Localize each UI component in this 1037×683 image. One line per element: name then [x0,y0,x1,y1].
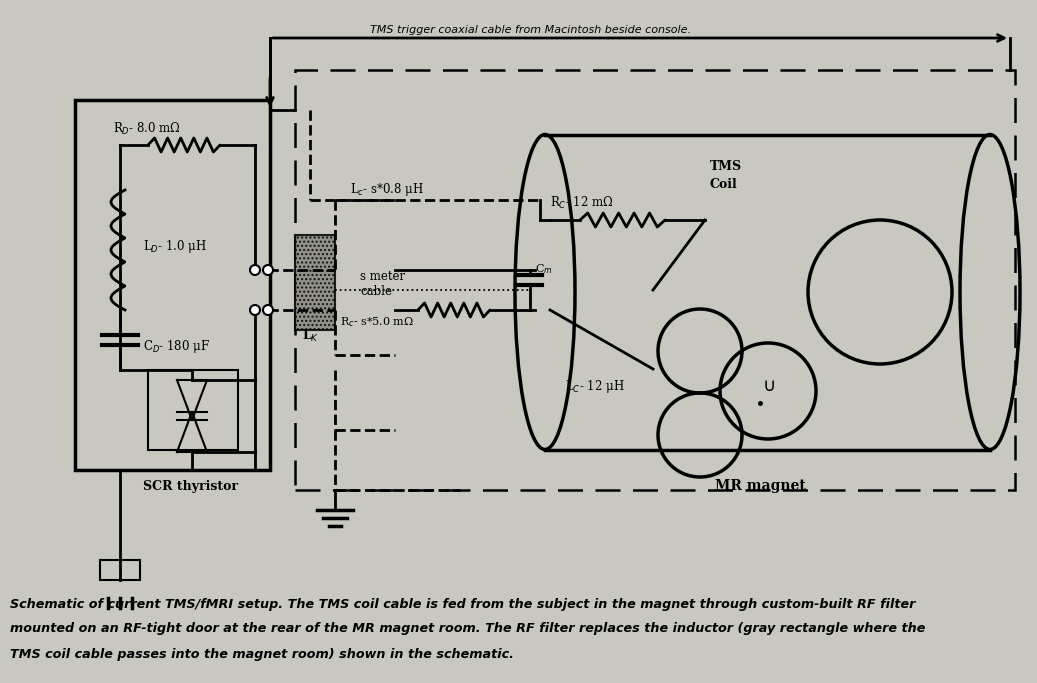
Text: TMS: TMS [710,160,742,173]
Text: R$_c$- s*5.0 mΩ: R$_c$- s*5.0 mΩ [340,315,414,329]
Text: Coil: Coil [710,178,737,191]
Bar [295,235,335,330]
Text: C$_m$: C$_m$ [535,262,553,276]
Circle shape [250,305,260,315]
Text: C$_D$- 180 μF: C$_D$- 180 μF [143,338,211,355]
Text: R$_D$- 8.0 mΩ: R$_D$- 8.0 mΩ [113,121,180,137]
Text: R$_C$- 12 mΩ: R$_C$- 12 mΩ [550,195,614,211]
Text: s meter
cable: s meter cable [360,270,405,298]
Circle shape [263,265,273,275]
Text: TMS coil cable passes into the magnet room) shown in the schematic.: TMS coil cable passes into the magnet ro… [10,648,514,661]
Text: Schematic of current TMS/fMRI setup. The TMS coil cable is fed from the subject : Schematic of current TMS/fMRI setup. The… [10,598,916,611]
Text: mounted on an RF-tight door at the rear of the MR magnet room. The RF filter rep: mounted on an RF-tight door at the rear … [10,622,925,635]
Text: L$_c$- s*0.8 μH: L$_c$- s*0.8 μH [351,181,424,198]
Text: SCR thyristor: SCR thyristor [143,480,239,493]
Bar [295,70,1015,490]
Text: MR magnet: MR magnet [714,479,806,493]
Text: L$_C$- 12 μH: L$_C$- 12 μH [565,378,624,395]
Bar [100,560,140,580]
Text: TMS trigger coaxial cable from Macintosh beside console.: TMS trigger coaxial cable from Macintosh… [369,25,691,35]
Text: L$_D$- 1.0 μH: L$_D$- 1.0 μH [143,238,207,255]
Text: $\cup$: $\cup$ [761,377,775,395]
Bar [148,370,239,450]
Text: L$_K$: L$_K$ [302,328,319,344]
Circle shape [263,305,273,315]
Circle shape [250,265,260,275]
Bar [75,100,270,470]
